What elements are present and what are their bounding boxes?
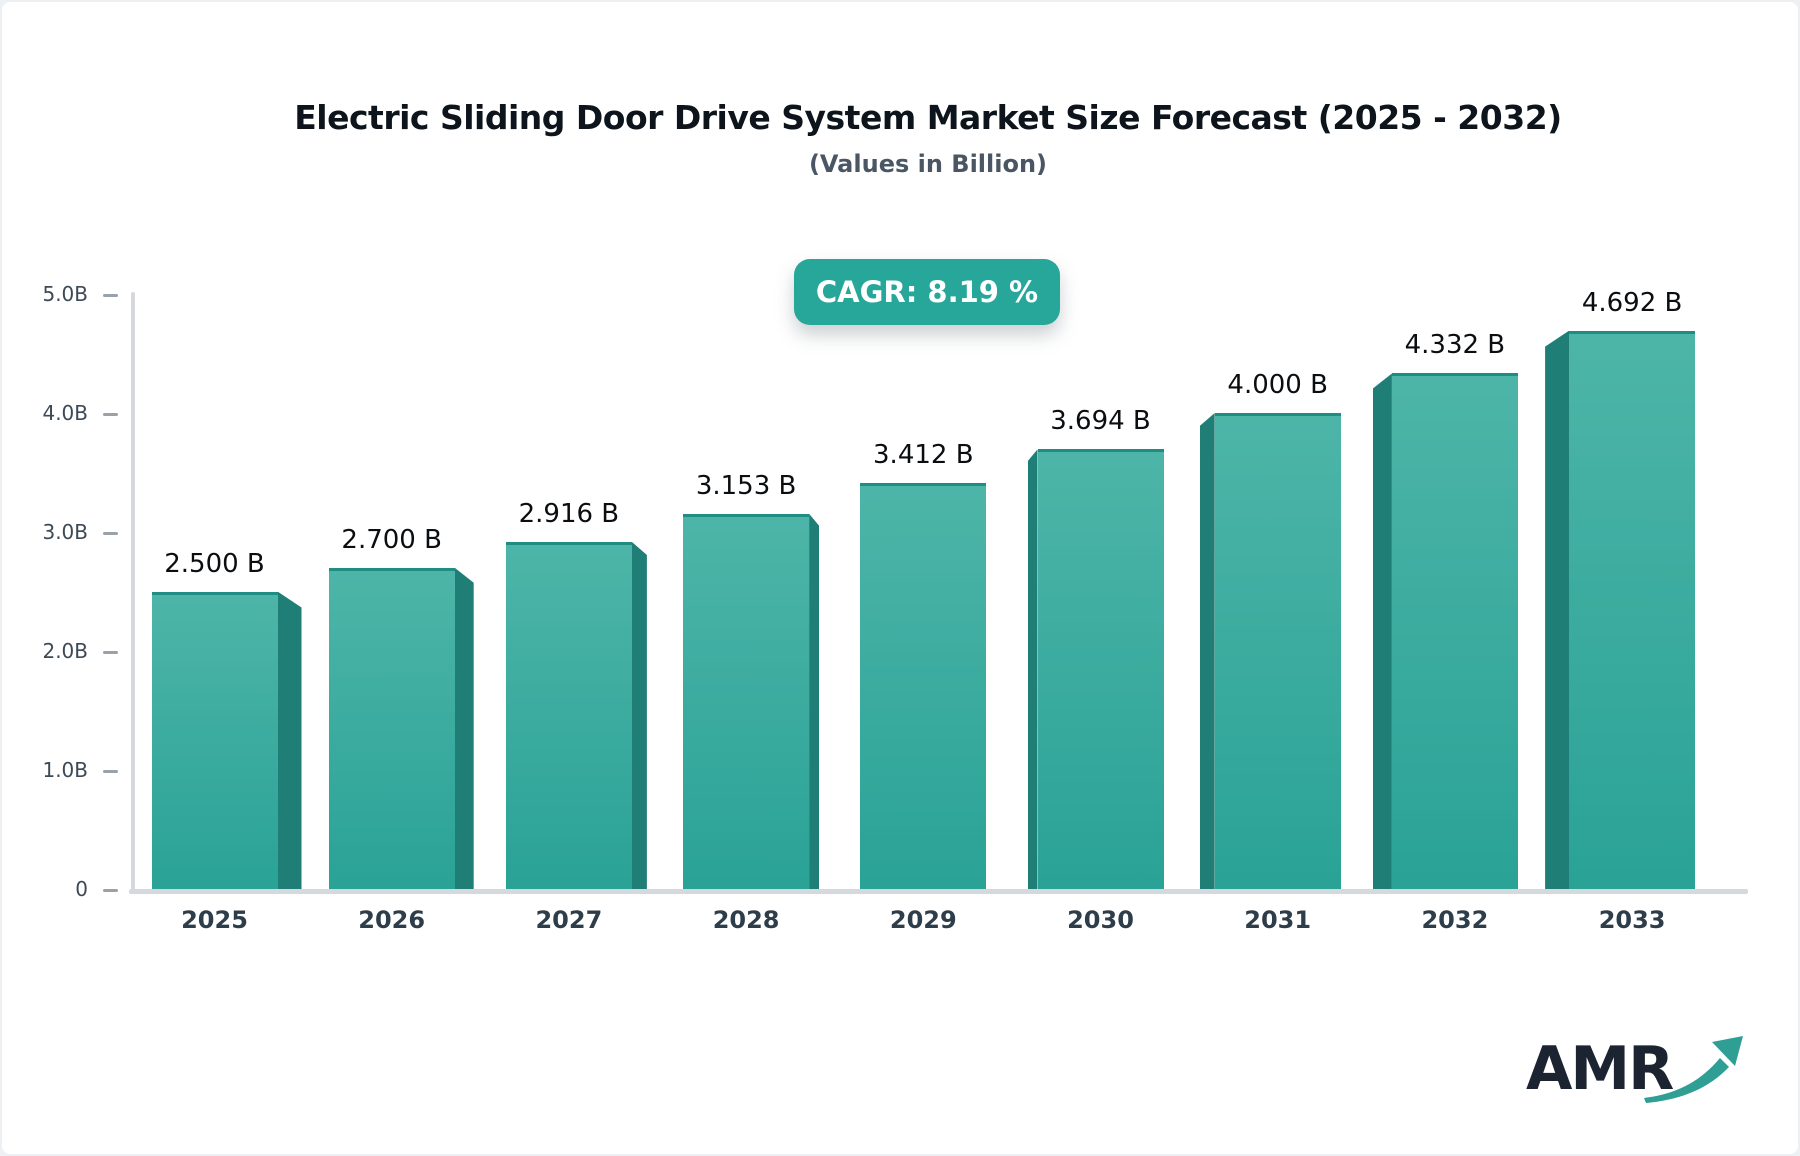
y-tick-dash — [103, 532, 118, 535]
bar-value-label: 4.692 B — [1581, 287, 1683, 318]
bar — [1037, 449, 1164, 889]
chart-title: Electric Sliding Door Drive System Marke… — [294, 98, 1562, 137]
y-tick-label: 4.0B — [42, 401, 88, 425]
bar-3d-side — [1027, 449, 1038, 889]
bar-3d-side — [454, 567, 474, 889]
bar — [1391, 373, 1518, 889]
x-axis-label: 2033 — [1598, 906, 1666, 934]
y-tick-dash — [103, 651, 118, 654]
bar-value-label: 2.500 B — [164, 548, 265, 579]
bar-3d-side — [1545, 330, 1570, 889]
chart-subtitle: (Values in Billion) — [808, 150, 1048, 178]
bar-value-label: 3.153 B — [695, 470, 797, 501]
bar-3d-side — [809, 513, 820, 889]
y-tick-label: 3.0B — [42, 520, 88, 544]
bar — [328, 567, 455, 889]
y-tick-label: 5.0B — [42, 282, 88, 306]
y-tick-label: 2.0B — [42, 639, 88, 663]
bar-3d-side — [1372, 373, 1392, 889]
y-tick-label: 0 — [75, 877, 88, 901]
brand-logo: AMR — [1526, 1034, 1743, 1124]
cagr-badge-label: CAGR: 8.19 % — [815, 275, 1039, 309]
brand-logo-text: AMR — [1526, 1034, 1674, 1104]
cagr-badge: CAGR: 8.19 % — [794, 259, 1060, 325]
x-axis-label: 2025 — [181, 906, 248, 934]
y-tick-dash — [103, 889, 118, 892]
y-tick-dash — [103, 770, 118, 773]
bar — [1214, 413, 1341, 889]
x-axis-label: 2028 — [712, 906, 780, 934]
bar-value-label: 3.412 B — [873, 439, 974, 470]
x-axis-label: 2030 — [1067, 906, 1134, 934]
bar — [1569, 330, 1696, 889]
bar-value-label: 2.700 B — [341, 524, 442, 555]
bar-value-label: 2.916 B — [518, 498, 620, 529]
x-axis-label: 2031 — [1244, 906, 1312, 934]
bar-3d-side — [1199, 413, 1215, 889]
bar-value-label: 4.000 B — [1227, 370, 1328, 400]
bar-value-label: 4.332 B — [1404, 330, 1506, 361]
x-axis-baseline — [129, 889, 1748, 894]
bar-3d-side — [631, 541, 647, 889]
y-tick-dash — [103, 294, 118, 297]
x-axis-label: 2027 — [535, 906, 603, 934]
bar — [860, 482, 987, 889]
bar — [151, 591, 278, 889]
x-axis-label: 2029 — [889, 906, 957, 934]
y-tick-label: 1.0B — [42, 758, 88, 782]
x-axis-label: 2032 — [1421, 906, 1489, 934]
bar — [683, 513, 810, 889]
x-axis-label: 2026 — [358, 906, 426, 934]
growth-arrow-icon — [1644, 1036, 1743, 1103]
y-tick-dash — [103, 413, 118, 416]
y-axis-line — [131, 292, 135, 894]
bar-3d-side — [277, 591, 302, 889]
bar-value-label: 3.694 B — [1050, 406, 1151, 437]
bar — [505, 541, 632, 889]
